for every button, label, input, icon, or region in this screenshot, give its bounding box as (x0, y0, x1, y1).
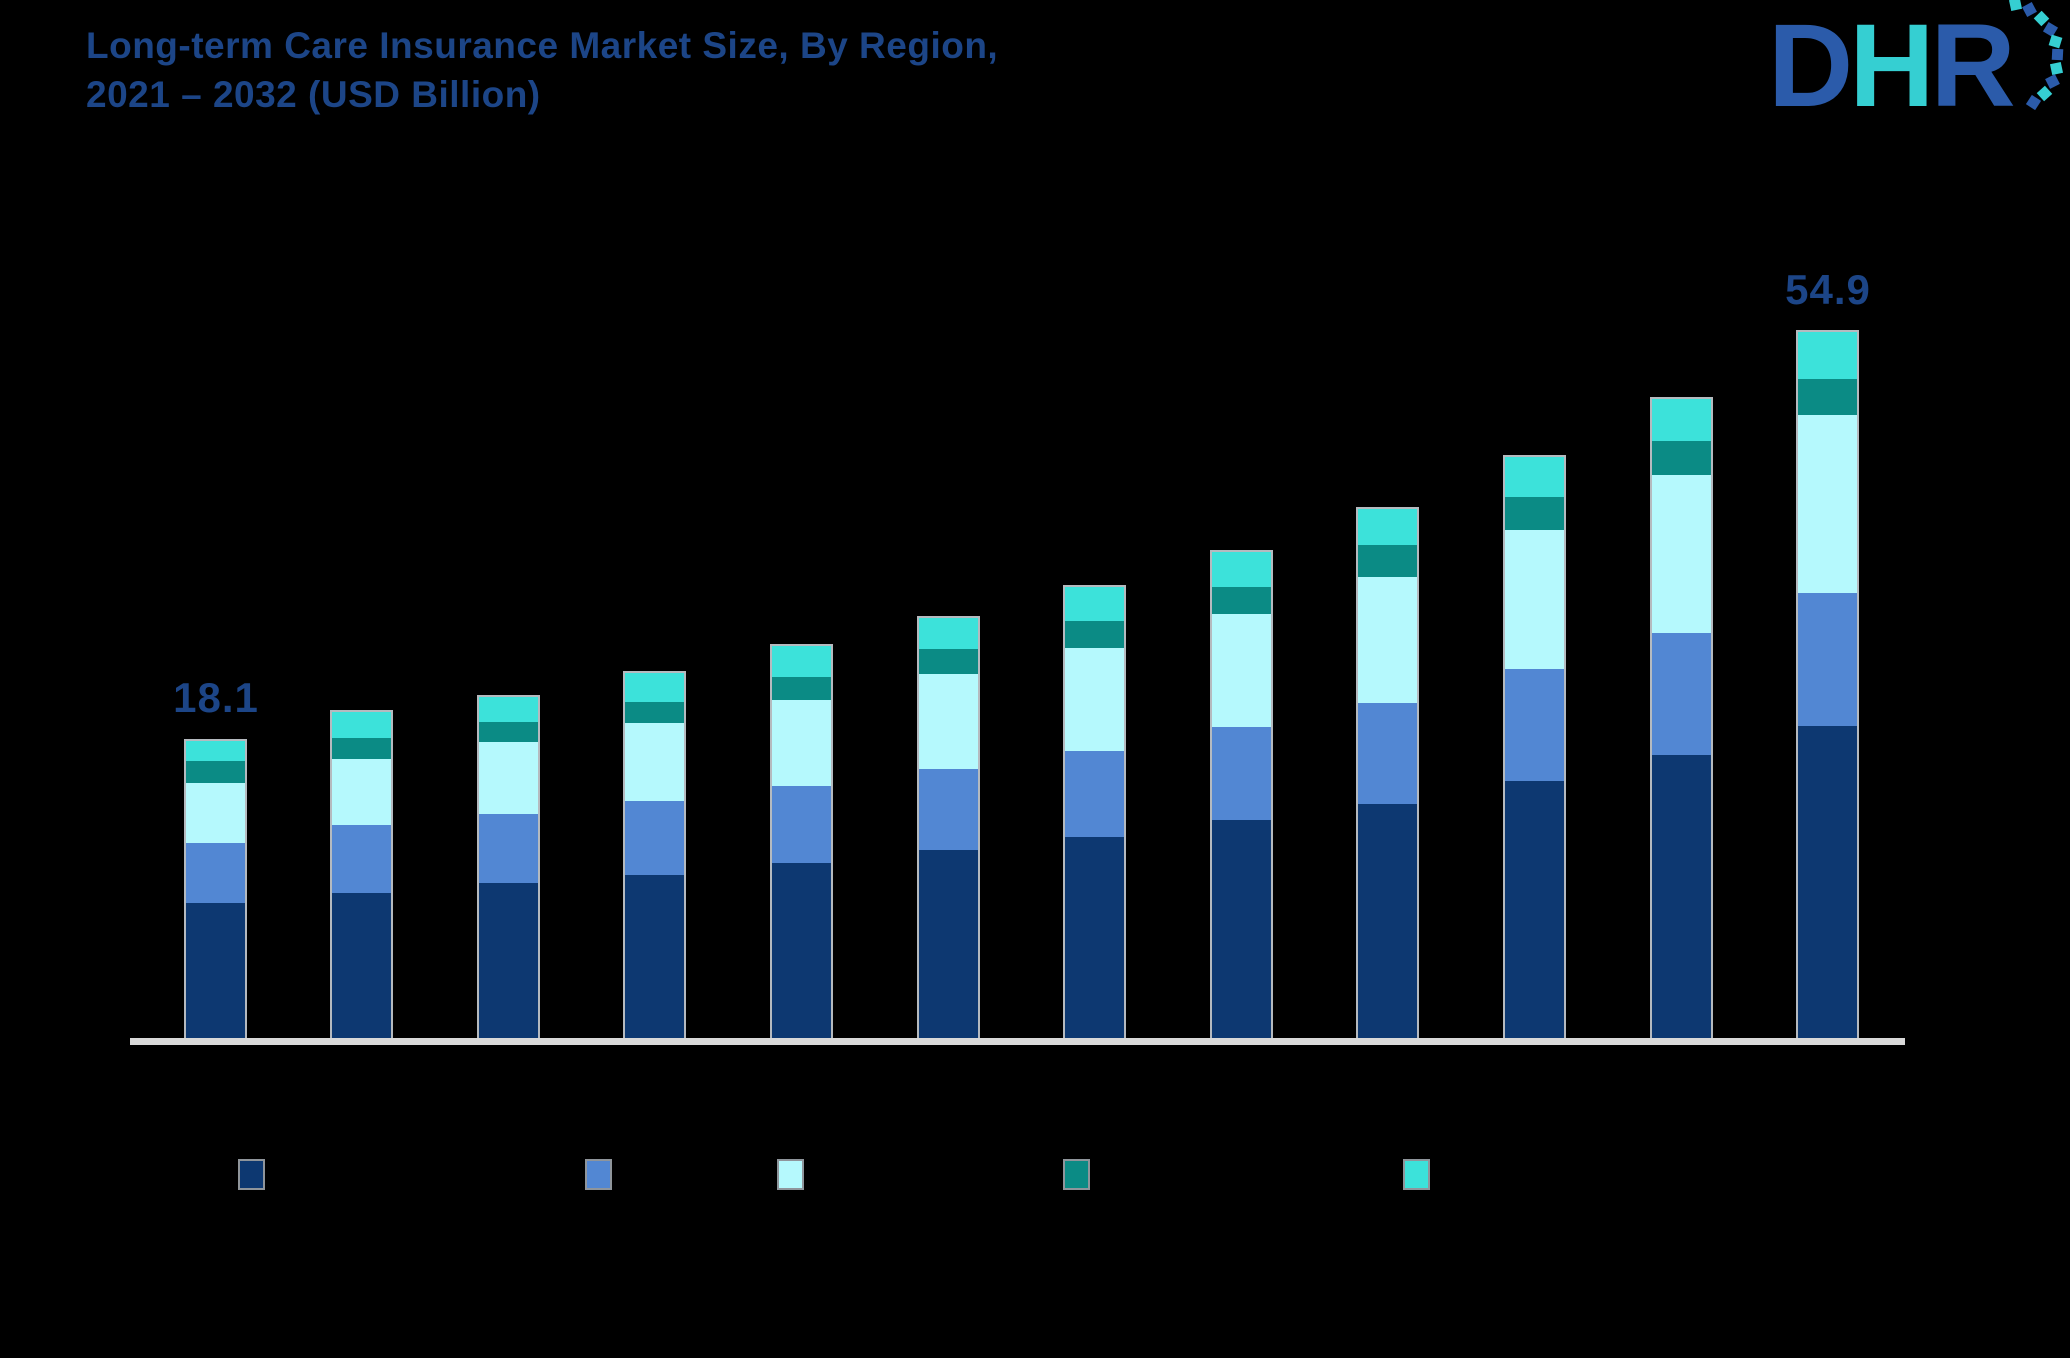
bar-segment-region-4-teal (1211, 587, 1271, 614)
bar-segment-region-4-teal (332, 738, 392, 759)
bar-2027 (1063, 585, 1127, 1040)
chart-title: Long-term Care Insurance Market Size, By… (86, 22, 998, 120)
bar-segment-region-2-blue (478, 814, 538, 883)
bar-segment-region-2-blue (332, 825, 392, 893)
bar-segment-region-3-palecyan (918, 674, 978, 769)
bar-segment-region-3-palecyan (1504, 530, 1564, 669)
legend-swatch-region-2-blue (585, 1159, 612, 1190)
bar-segment-region-1-navy (1358, 804, 1418, 1038)
bar-2021 (183, 739, 247, 1040)
bar-segment-region-3-palecyan (1651, 475, 1711, 633)
bar-2030 (1502, 455, 1566, 1040)
bar-segment-region-4-teal (918, 649, 978, 674)
dhr-logo: D H R (1768, 0, 2016, 136)
bar-segment-region-5-turquoise (1065, 587, 1125, 621)
bar-segment-region-4-teal (1504, 497, 1564, 530)
bar-segment-region-4-teal (185, 761, 245, 783)
bar-segment-region-5-turquoise (1358, 509, 1418, 545)
value-label-2032: 54.9 (1785, 266, 1871, 313)
bar-2028 (1209, 550, 1273, 1040)
bar-segment-region-3-palecyan (625, 723, 685, 801)
legend-swatch-region-3-palecyan (777, 1159, 804, 1190)
bar-segment-region-5-turquoise (1651, 399, 1711, 441)
chart-title-line1: Long-term Care Insurance Market Size, By… (86, 25, 999, 66)
bar-segment-region-5-turquoise (478, 697, 538, 722)
logo-letter-r: R (1930, 0, 2015, 132)
bar-2032 (1796, 330, 1860, 1040)
bar-2029 (1356, 507, 1420, 1040)
bar-segment-region-4-teal (1358, 545, 1418, 577)
chart-title-line2: 2021 – 2032 (USD Billion) (86, 73, 541, 115)
bar-segment-region-4-teal (625, 702, 685, 723)
bar-segment-region-4-teal (1065, 621, 1125, 648)
bar-segment-region-5-turquoise (771, 646, 831, 677)
bar-segment-region-1-navy (332, 893, 392, 1038)
logo-letter-d: D (1768, 0, 1853, 132)
bar-segment-region-3-palecyan (771, 700, 831, 786)
bar-segment-region-2-blue (1358, 703, 1418, 804)
bar-2031 (1649, 397, 1713, 1040)
bar-segment-region-1-navy (771, 863, 831, 1038)
bar-segment-region-4-teal (1798, 379, 1858, 415)
value-label-2021: 18.1 (173, 674, 259, 721)
legend-swatch-region-4-teal (1063, 1159, 1090, 1190)
bar-2022 (330, 710, 394, 1040)
bar-segment-region-3-palecyan (185, 783, 245, 843)
bar-segment-region-2-blue (1065, 751, 1125, 837)
bar-2023 (476, 695, 540, 1040)
x-axis-baseline (130, 1038, 1905, 1045)
bar-segment-region-1-navy (1798, 726, 1858, 1038)
bar-segment-region-2-blue (185, 843, 245, 903)
bar-segment-region-3-palecyan (1211, 614, 1271, 727)
bar-segment-region-2-blue (1504, 669, 1564, 781)
bar-segment-region-1-navy (1651, 755, 1711, 1038)
bar-segment-region-5-turquoise (1798, 332, 1858, 379)
bar-segment-region-1-navy (1504, 781, 1564, 1038)
bar-segment-region-5-turquoise (1504, 457, 1564, 497)
bar-segment-region-1-navy (185, 903, 245, 1038)
bar-segment-region-5-turquoise (918, 618, 978, 649)
legend-swatch-region-1-navy (238, 1159, 265, 1190)
bar-segment-region-2-blue (1798, 593, 1858, 726)
legend-swatch-region-5-turquoise (1403, 1159, 1430, 1190)
bar-segment-region-1-navy (478, 883, 538, 1038)
bar-segment-region-2-blue (1651, 633, 1711, 755)
bar-segment-region-3-palecyan (1065, 648, 1125, 751)
bar-segment-region-4-teal (1651, 441, 1711, 475)
bar-segment-region-1-navy (1065, 837, 1125, 1038)
bar-2024 (623, 671, 687, 1040)
bar-segment-region-2-blue (1211, 727, 1271, 820)
bar-segment-region-2-blue (918, 769, 978, 850)
bar-segment-region-5-turquoise (185, 741, 245, 761)
bar-segment-region-2-blue (771, 786, 831, 863)
bar-segment-region-3-palecyan (1798, 415, 1858, 593)
bar-segment-region-2-blue (625, 801, 685, 875)
bar-segment-region-5-turquoise (625, 673, 685, 702)
bar-segment-region-3-palecyan (332, 759, 392, 825)
bar-segment-region-1-navy (1211, 820, 1271, 1038)
bar-2026 (916, 616, 980, 1040)
bar-segment-region-3-palecyan (1358, 577, 1418, 703)
bar-segment-region-5-turquoise (332, 712, 392, 738)
bar-segment-region-1-navy (625, 875, 685, 1038)
bar-segment-region-5-turquoise (1211, 552, 1271, 587)
bar-segment-region-3-palecyan (478, 742, 538, 814)
bar-segment-region-1-navy (918, 850, 978, 1038)
bar-segment-region-4-teal (771, 677, 831, 700)
logo-letter-h: H (1849, 0, 1934, 132)
bar-segment-region-4-teal (478, 722, 538, 742)
